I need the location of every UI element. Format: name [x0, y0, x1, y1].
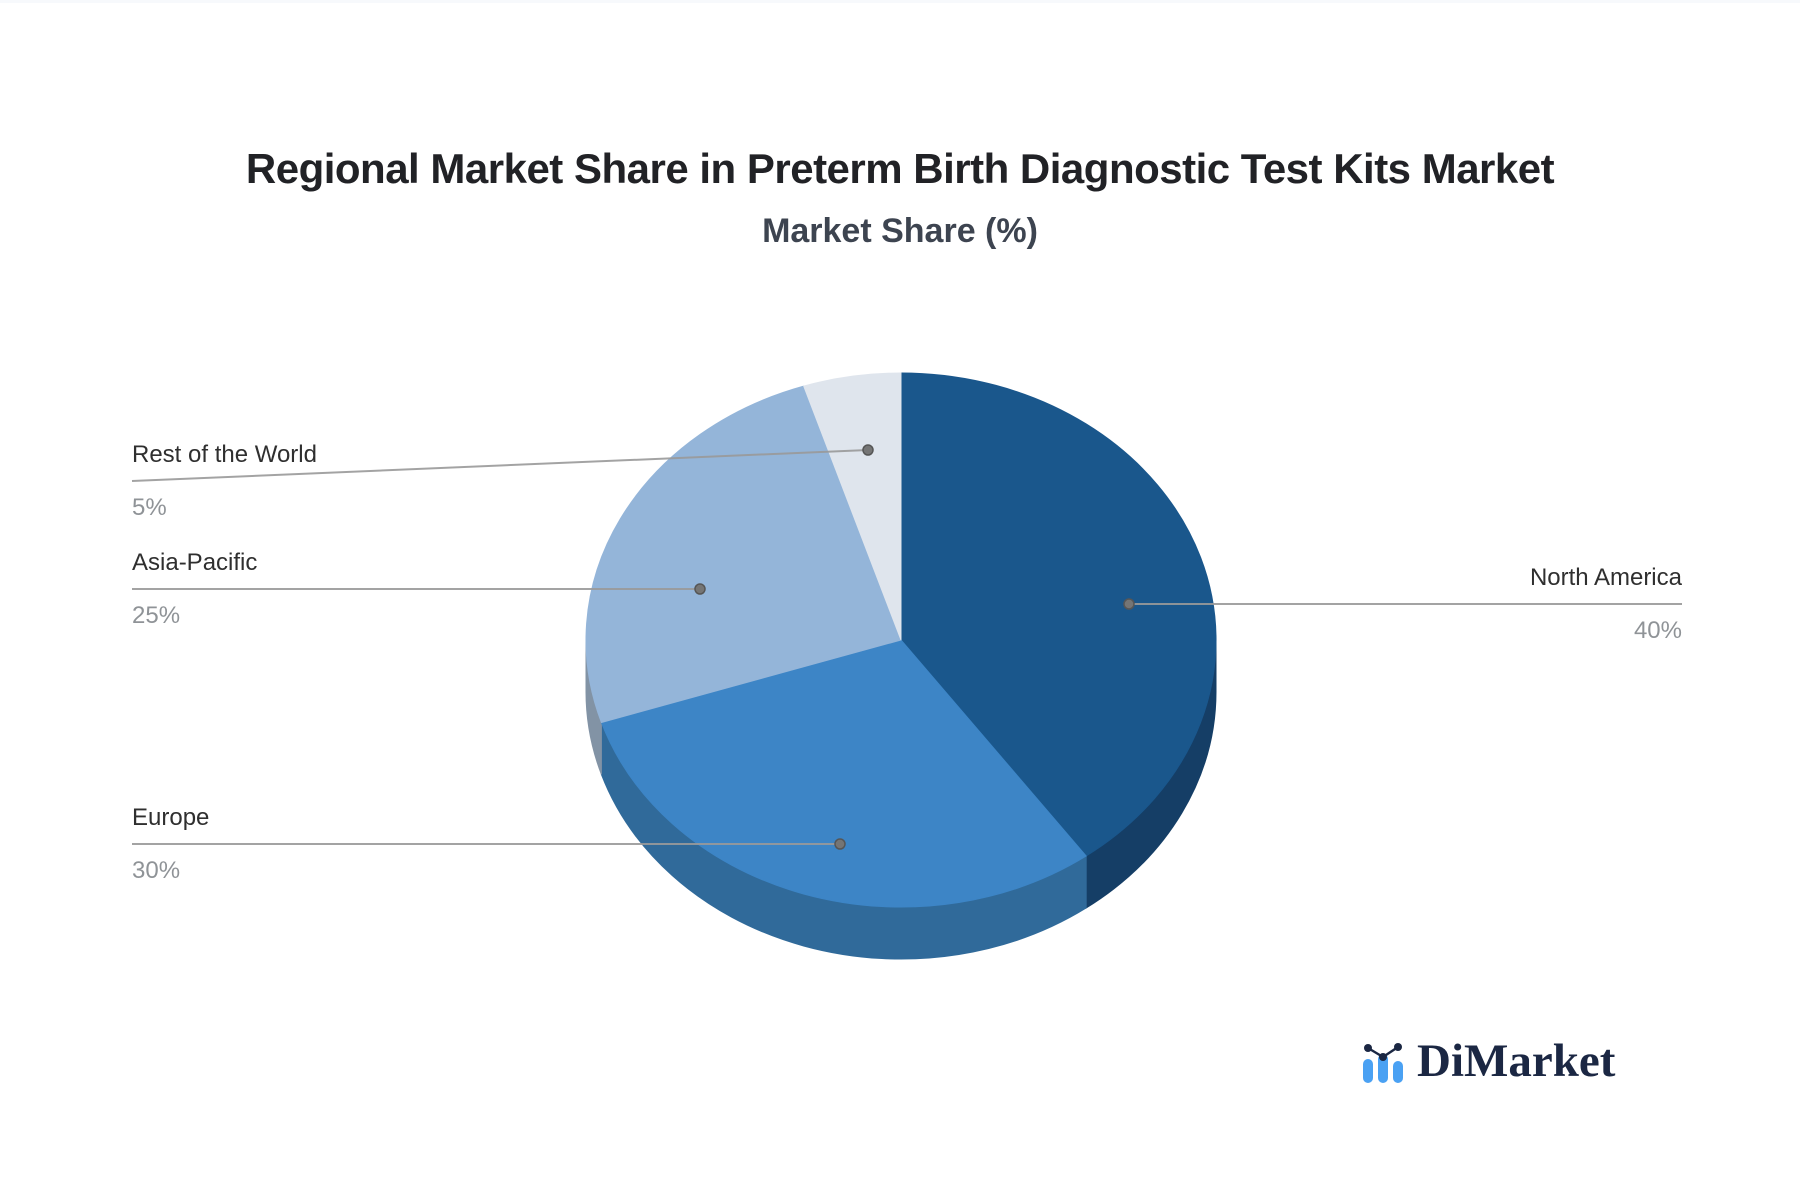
logo-bar-chart-trendline-icon — [1363, 1043, 1403, 1083]
slice-percent: 5% — [132, 494, 167, 521]
slice-label-rest-of-the-world: Rest of the World 5% — [132, 440, 317, 523]
slice-percent: 25% — [132, 602, 181, 629]
leader-line-rest-of-the-world — [131, 449, 869, 482]
slice-label-north-america: North America 40% — [1530, 563, 1682, 646]
leader-dot-rest-of-the-world — [862, 444, 874, 456]
pie-slice-rest-of-the-world[interactable] — [803, 372, 902, 641]
pie-slice-asia-pacific[interactable] — [585, 385, 902, 724]
slice-name: Rest of the World — [132, 441, 317, 468]
slice-percent: 30% — [132, 857, 181, 884]
pie-slice-north-america[interactable] — [900, 372, 1217, 857]
slice-name: Asia-Pacific — [132, 549, 258, 576]
slice-name: North America — [1529, 564, 1682, 591]
leader-dot-asia-pacific — [694, 583, 706, 595]
slice-name: Europe — [132, 804, 210, 831]
slice-label-asia-pacific: Asia-Pacific 25% — [132, 548, 257, 631]
chart-subtitle: Market Share (%) — [762, 212, 1038, 250]
leader-dot-north-america — [1123, 598, 1135, 610]
slice-label-europe: Europe 30% — [132, 803, 209, 886]
pie-slice-europe[interactable] — [600, 639, 1087, 908]
brand-logo: DiMarket — [1362, 1034, 1615, 1088]
slice-percent: 40% — [1633, 617, 1682, 644]
leader-dot-europe — [834, 838, 846, 850]
page-top-edge — [0, 0, 1800, 3]
chart-title: Regional Market Share in Preterm Birth D… — [245, 145, 1555, 192]
logo-text: DiMarket — [1417, 1035, 1616, 1087]
